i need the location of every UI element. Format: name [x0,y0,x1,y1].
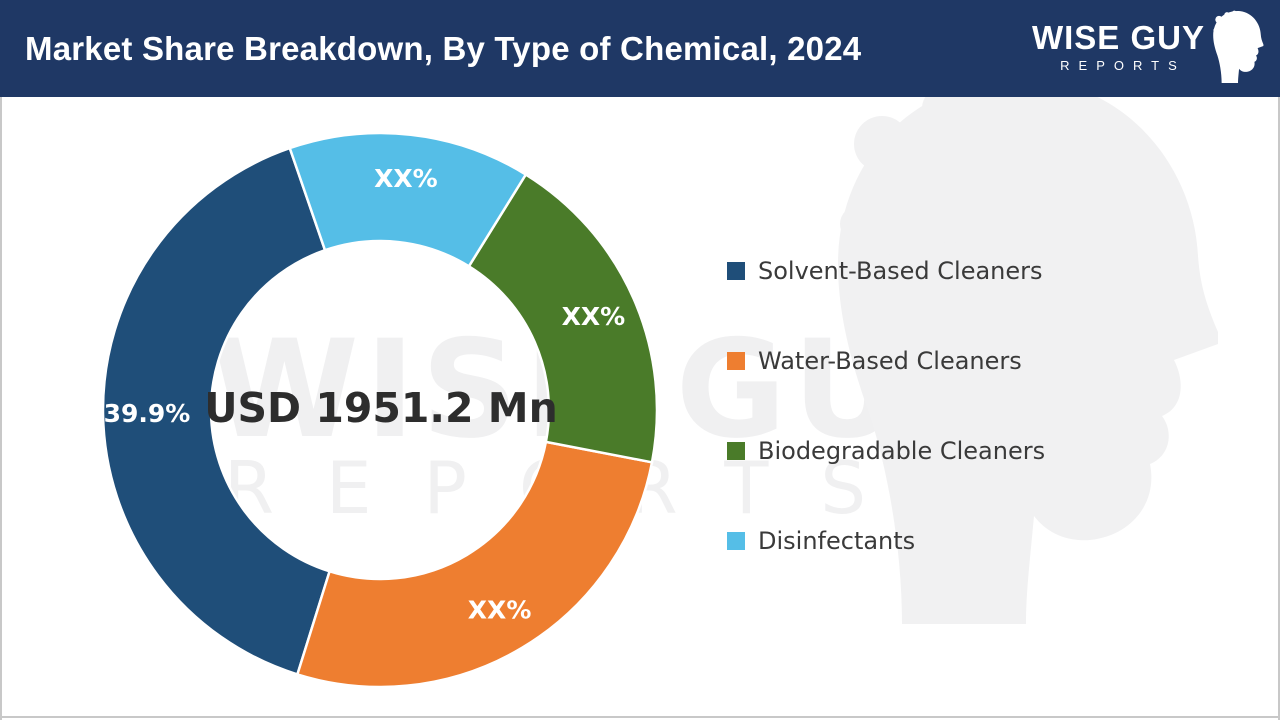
header: Market Share Breakdown, By Type of Chemi… [0,0,1280,97]
legend-label: Solvent-Based Cleaners [758,257,1043,285]
center-value: USD 1951.2 Mn [204,384,558,432]
legend-label: Biodegradable Cleaners [758,437,1046,465]
right-border [1278,97,1280,720]
donut-segment-biodegradable-cleaners [467,172,659,464]
segment-label-solvent-based-cleaners: 39.9% [104,399,191,428]
legend-item-biodegradable-cleaners: Biodegradable Cleaners [727,437,1046,465]
segment-label-water-based-cleaners: XX% [468,596,532,625]
page-title: Market Share Breakdown, By Type of Chemi… [25,29,862,67]
donut-segment-water-based-cleaners [295,440,654,689]
legend: Solvent-Based Cleaners Water-Based Cleane… [727,257,1046,555]
left-border [0,97,2,720]
legend-swatch [727,262,745,280]
logo-wordmark-line2: REPORTS [1060,58,1186,73]
donut-segment-solvent-based-cleaners [101,146,332,676]
legend-item-solvent-based-cleaners: Solvent-Based Cleaners [727,257,1045,285]
legend-swatch [727,442,745,460]
segment-label-biodegradable-cleaners: XX% [562,302,626,331]
donut-segment-disinfectants [288,131,528,269]
logo-wordmark: WISE GUY REPORTS [1032,21,1205,72]
legend-label: Disinfectants [758,527,916,555]
legend-swatch [727,532,745,550]
logo-face-icon [1213,10,1264,83]
brand-logo: WISE GUY REPORTS [1032,9,1264,83]
legend-label: Water-Based Cleaners [758,347,1022,375]
legend-item-disinfectants: Disinfectants [727,527,1045,555]
legend-swatch [727,352,745,370]
legend-item-water-based-cleaners: Water-Based Cleaners [727,347,1045,375]
segment-label-disinfectants: XX% [374,164,438,193]
bottom-border [0,716,1280,718]
logo-wordmark-line1: WISE GUY [1031,19,1205,56]
